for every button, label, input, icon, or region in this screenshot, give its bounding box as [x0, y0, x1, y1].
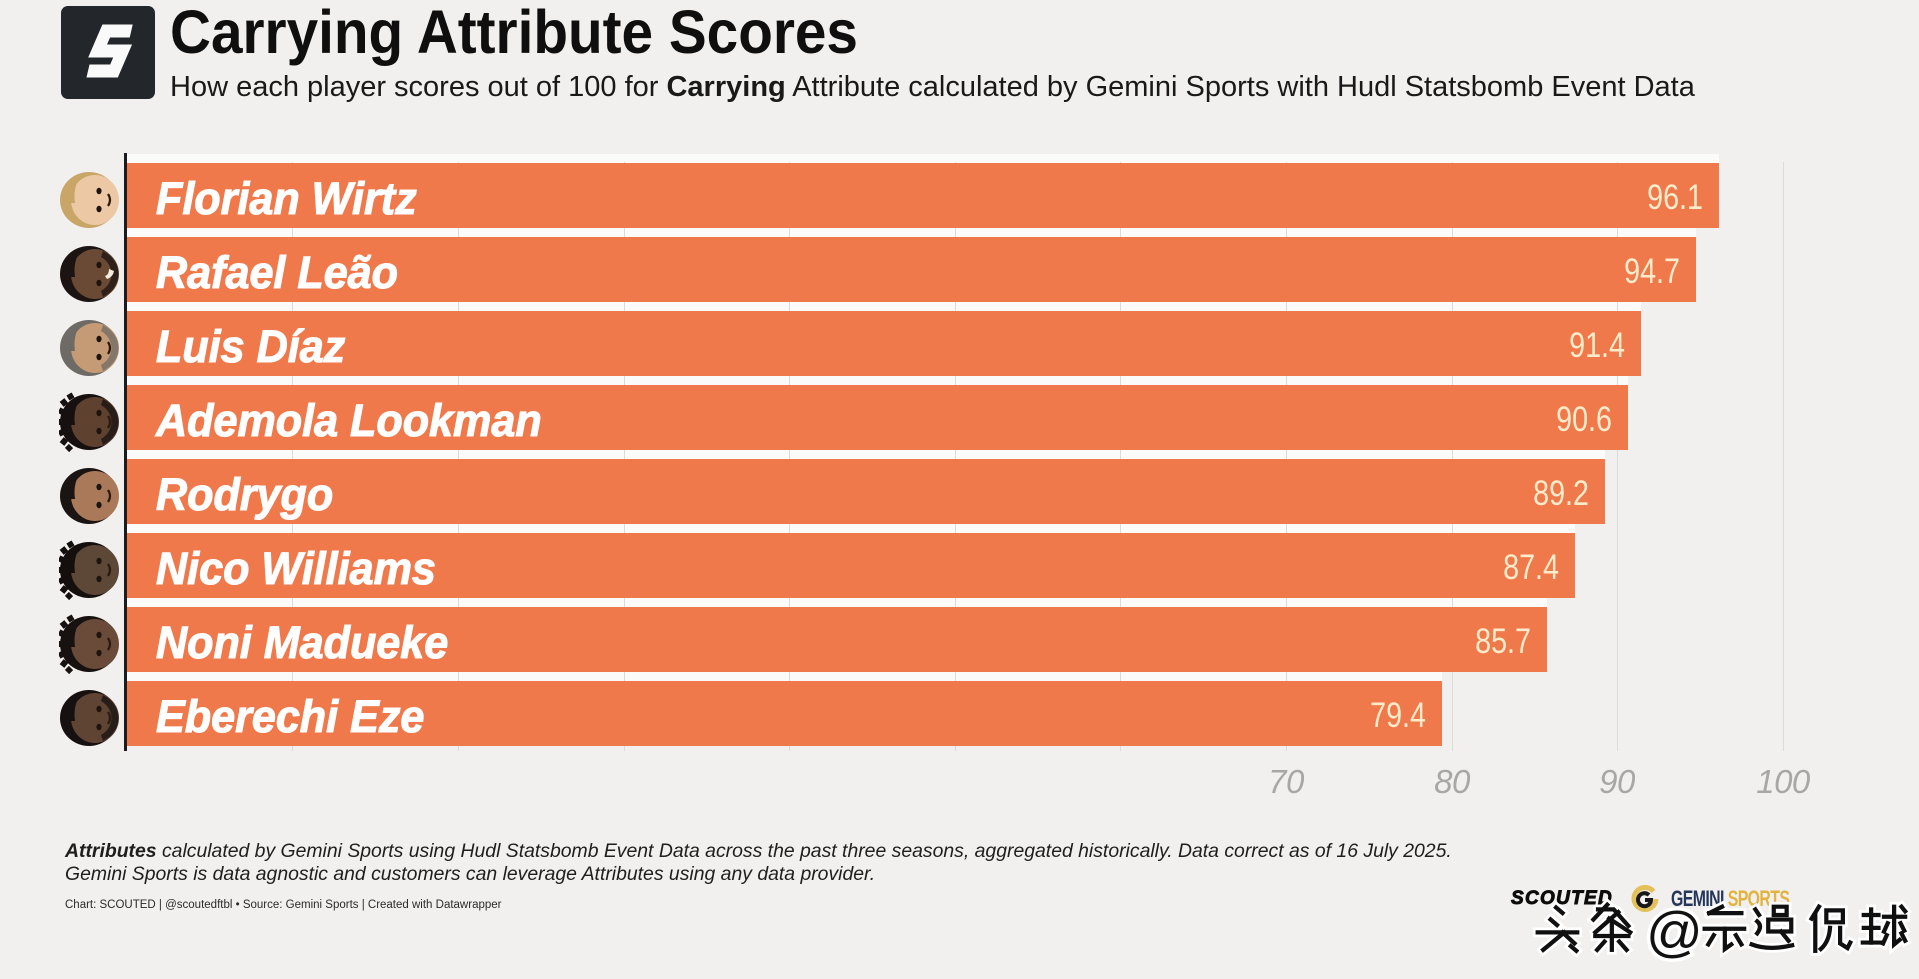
- svg-text:@: @: [1646, 900, 1703, 963]
